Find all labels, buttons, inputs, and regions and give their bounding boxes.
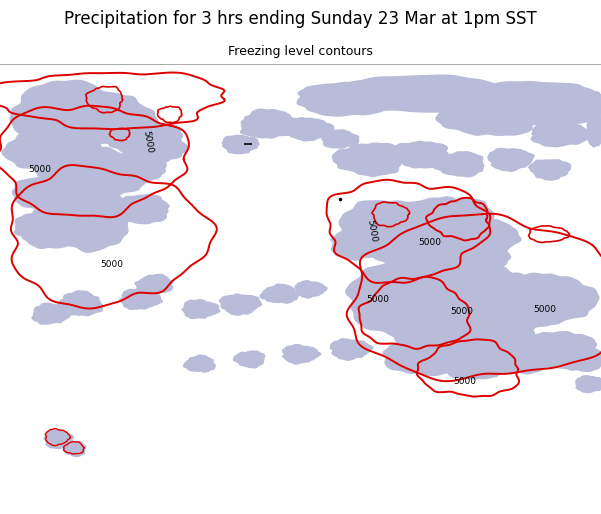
Polygon shape (182, 300, 220, 318)
Text: 5000: 5000 (365, 219, 379, 243)
Polygon shape (394, 197, 495, 254)
Polygon shape (387, 290, 498, 347)
Polygon shape (183, 355, 215, 372)
Polygon shape (448, 245, 510, 276)
Polygon shape (339, 201, 453, 262)
Polygon shape (391, 141, 448, 168)
Polygon shape (219, 294, 261, 315)
Polygon shape (479, 336, 557, 374)
Text: 5000: 5000 (100, 260, 123, 269)
Polygon shape (222, 136, 259, 154)
Polygon shape (383, 331, 475, 375)
Polygon shape (107, 195, 169, 224)
Polygon shape (382, 232, 462, 274)
Text: Precipitation for 3 hrs ending Sunday 23 Mar at 1pm SST: Precipitation for 3 hrs ending Sunday 23… (64, 10, 537, 28)
Polygon shape (56, 291, 103, 316)
Text: 5000: 5000 (451, 307, 474, 316)
Polygon shape (260, 284, 299, 303)
Polygon shape (331, 228, 394, 260)
Polygon shape (433, 152, 484, 177)
Polygon shape (529, 160, 571, 180)
Polygon shape (436, 90, 540, 135)
Polygon shape (488, 149, 534, 171)
Polygon shape (438, 305, 538, 356)
Polygon shape (314, 75, 519, 112)
Polygon shape (32, 188, 133, 252)
Polygon shape (552, 346, 601, 371)
Polygon shape (289, 118, 334, 141)
Polygon shape (432, 217, 521, 263)
Polygon shape (15, 211, 86, 248)
Polygon shape (44, 430, 73, 448)
Polygon shape (441, 339, 523, 379)
Text: 5000: 5000 (454, 377, 477, 386)
Text: 5000: 5000 (142, 130, 154, 154)
Polygon shape (297, 82, 409, 116)
Polygon shape (2, 126, 106, 171)
Polygon shape (587, 110, 601, 147)
Text: 5000: 5000 (28, 164, 52, 174)
Polygon shape (466, 82, 597, 112)
Polygon shape (409, 262, 535, 329)
Polygon shape (135, 274, 172, 293)
Polygon shape (36, 146, 148, 204)
Text: 5000: 5000 (367, 295, 389, 304)
Polygon shape (66, 93, 157, 143)
Polygon shape (233, 351, 265, 368)
Polygon shape (282, 345, 320, 364)
Polygon shape (63, 442, 86, 456)
Polygon shape (135, 136, 188, 163)
Polygon shape (531, 121, 593, 146)
Polygon shape (523, 332, 596, 369)
Text: 5000: 5000 (418, 237, 442, 247)
Polygon shape (332, 143, 404, 176)
Polygon shape (507, 273, 599, 325)
Polygon shape (295, 281, 327, 298)
Polygon shape (578, 91, 601, 107)
Polygon shape (32, 303, 70, 324)
Polygon shape (520, 90, 601, 127)
Text: Freezing level contours: Freezing level contours (228, 45, 373, 58)
Polygon shape (120, 288, 162, 309)
Polygon shape (10, 80, 133, 145)
Polygon shape (331, 339, 373, 360)
Polygon shape (322, 130, 359, 148)
Polygon shape (346, 263, 483, 337)
Polygon shape (95, 154, 166, 186)
Polygon shape (457, 273, 561, 332)
Polygon shape (105, 121, 183, 158)
Text: 5000: 5000 (534, 305, 557, 314)
Polygon shape (576, 376, 601, 393)
Polygon shape (241, 109, 302, 138)
Polygon shape (13, 173, 104, 217)
